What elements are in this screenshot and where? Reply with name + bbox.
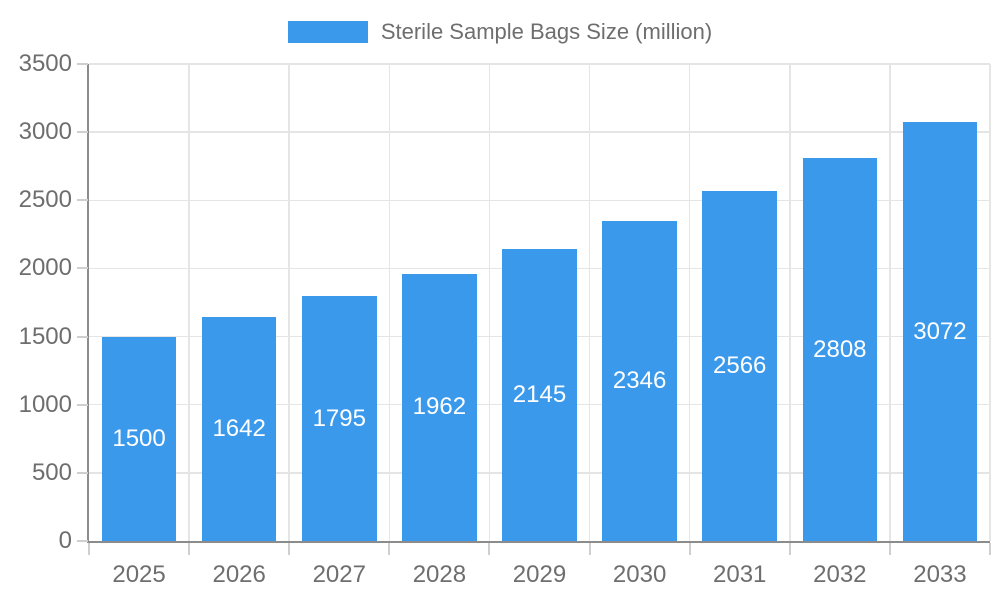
y-axis-tick [77,199,88,202]
gridline-horizontal [89,199,990,202]
x-axis-tick-label: 2032 [813,561,867,588]
gridline-vertical [288,64,290,541]
gridline-horizontal [89,63,990,65]
y-axis-tick-label: 3500 [18,50,72,77]
bar-2028: 1962 [402,273,477,541]
y-axis-tick-label: 0 [58,527,72,554]
gridline-horizontal [89,131,990,133]
y-axis-tick [77,403,88,406]
y-axis-tick [77,131,88,134]
gridline-vertical [789,64,791,541]
y-axis-tick-label: 1500 [18,322,72,350]
x-axis-tick-label: 2026 [212,561,266,588]
bar-2030: 2346 [602,221,677,541]
x-axis-tick [188,543,191,555]
y-axis-tick-label: 1000 [18,390,72,418]
bar-value-label: 1795 [312,404,366,432]
x-axis-tick-label: 2030 [612,561,667,588]
bar-value-label: 1962 [412,393,467,421]
x-axis-tick [788,543,791,555]
x-axis-tick-label: 2033 [913,561,967,588]
bar-2026: 1642 [201,317,277,541]
x-axis-tick-label: 2031 [713,561,767,588]
x-axis-tick-label: 2027 [312,561,366,588]
x-axis-tick [88,543,90,555]
x-axis-tick [688,543,691,555]
y-axis-tick-label: 2000 [18,254,72,282]
x-axis-tick [989,543,991,555]
x-axis-tick-label: 2028 [412,561,467,588]
y-axis-tick-label: 2500 [18,186,72,214]
y-axis-tick [77,335,88,338]
x-axis-tick [488,543,491,555]
x-axis-tick [588,543,591,555]
x-axis-tick [388,543,391,555]
gridline-vertical [889,64,891,541]
y-axis-tick-label: 3000 [18,118,72,146]
gridline-vertical [488,64,491,541]
gridline-vertical [188,64,190,541]
bar-value-label: 2145 [512,380,567,408]
legend-swatch [287,21,368,43]
bar-2031: 2566 [702,191,777,541]
bar-2033: 3072 [902,122,978,541]
bar-value-label: 1642 [212,415,266,443]
y-axis-tick [77,540,88,542]
bar-value-label: 2808 [813,335,867,363]
y-axis-tick [77,267,88,270]
x-axis-tick [888,543,891,555]
bar-value-label: 1500 [112,424,166,452]
y-axis-tick-label: 500 [31,458,72,486]
gridline-vertical [588,64,591,541]
gridline-vertical [688,64,691,541]
bar-2027: 1795 [302,296,377,541]
y-axis-tick [77,63,88,65]
y-axis-tick [77,471,88,474]
x-axis-tick-label: 2029 [512,561,567,588]
x-axis-tick [288,543,291,555]
bar-2025: 1500 [101,336,177,541]
bar-value-label: 2346 [612,367,667,395]
gridline-vertical [388,64,391,541]
bar-2029: 2145 [502,248,577,541]
bar-value-label: 2566 [713,352,767,380]
x-axis-tick-label: 2025 [112,561,166,588]
gridline-vertical [989,64,991,541]
legend-label: Sterile Sample Bags Size (million) [380,19,713,44]
bar-value-label: 3072 [913,317,967,345]
bar-2032: 2808 [802,158,878,541]
plot-area: 0 500 1000 1500 2000 2500 3000 3500 2025 1500 2026… [19,50,991,588]
chart-legend[interactable]: Sterile Sample Bags Size (million) [0,19,1000,45]
